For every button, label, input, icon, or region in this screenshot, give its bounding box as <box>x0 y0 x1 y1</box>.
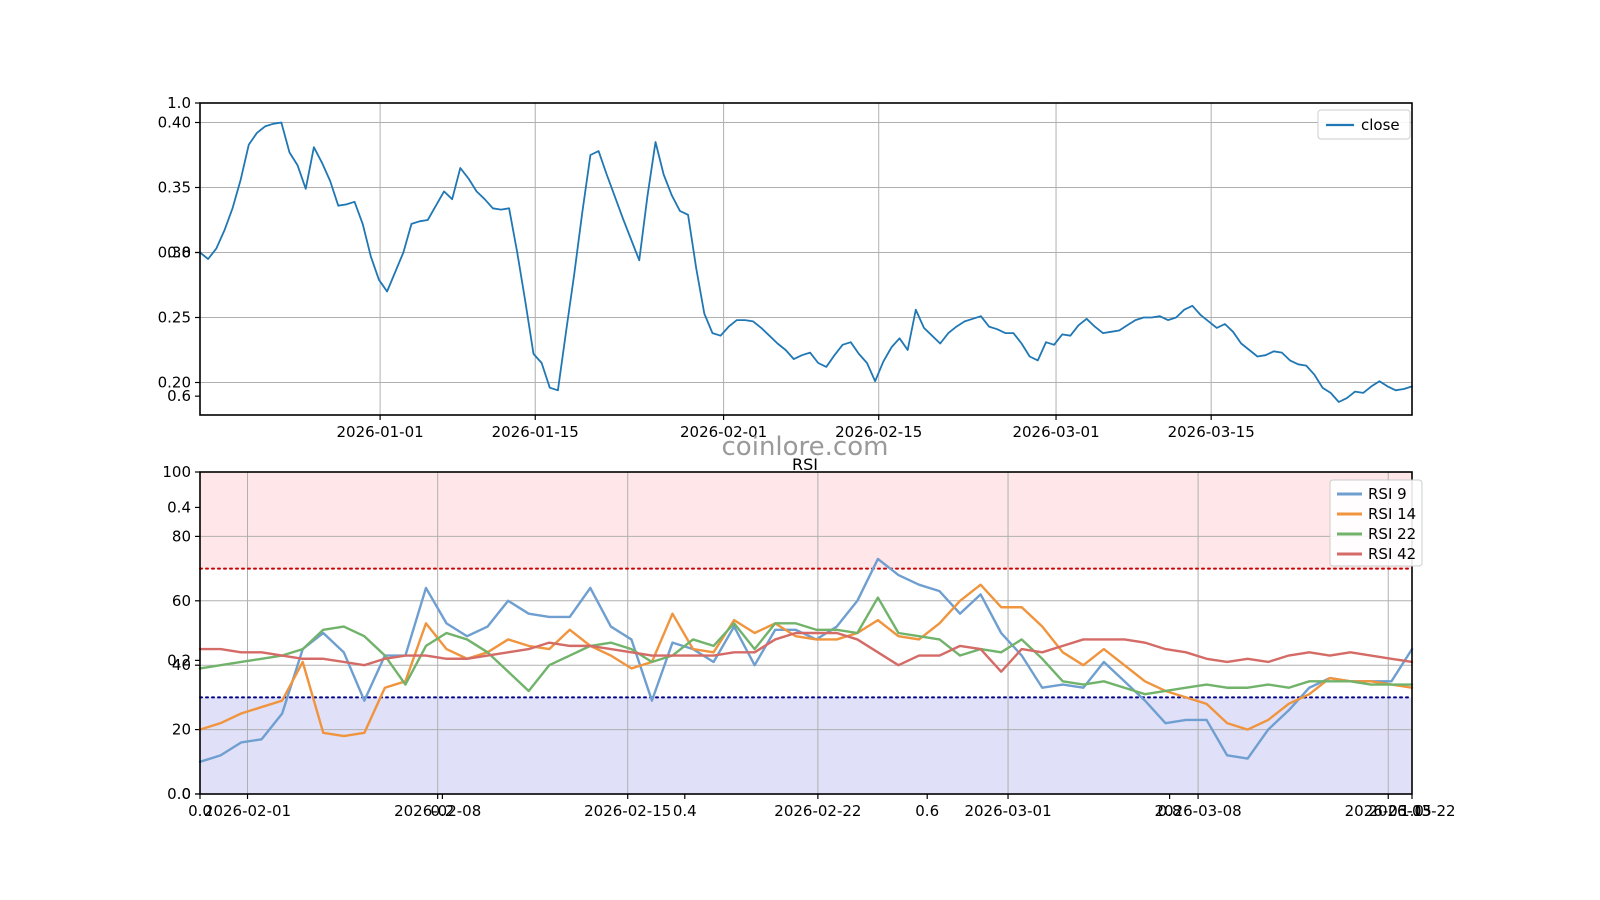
rsi-series-line <box>198 631 1414 673</box>
price-xtick-label: 2026-03-15 <box>1168 423 1255 441</box>
rsi-ytick-label: 20 <box>172 721 191 739</box>
price-axes-frame <box>199 102 1413 416</box>
rsi-legend-label: RSI 42 <box>1368 545 1416 563</box>
rsi-xtick-label: 2026-02-15 <box>584 802 671 820</box>
price-secondary-ytick-label: 1.0 <box>167 94 191 112</box>
rsi-ytick-label: 40 <box>172 656 191 674</box>
rsi-secondary-ytick-label: 0.2 <box>167 651 191 669</box>
rsi-legend-label: RSI 9 <box>1368 485 1407 503</box>
rsi-panel: 0 20 40 60 80 100 0.0 0.2 0.4 2026-02-01 2026-02-0… <box>162 463 1455 820</box>
rsi-legend-label: RSI 14 <box>1368 505 1416 523</box>
rsi-ytick-label: 100 <box>162 463 191 481</box>
watermark-text: coinlore.com <box>722 432 889 462</box>
price-xtick-label: 2026-01-15 <box>492 423 579 441</box>
rsi-secondary-xtick-label: 0.0 <box>188 802 212 820</box>
rsi-xtick-label: 2026-02-08 <box>394 802 481 820</box>
rsi-secondary-xtick-label: 0.4 <box>673 802 697 820</box>
rsi-axes-frame <box>199 471 1413 795</box>
rsi-secondary-ytick-label: 0.0 <box>167 785 191 803</box>
rsi-secondary-ytick-label: 0.4 <box>167 498 191 516</box>
rsi-xtick-label: 2026-03-15 <box>1345 802 1432 820</box>
rsi-legend[interactable]: RSI 9 RSI 14 RSI 22 RSI 42 <box>1329 479 1423 567</box>
rsi-ytick-label: 60 <box>172 592 191 610</box>
rsi-oversold-band <box>200 697 1412 794</box>
rsi-xtick-label: 2026-02-01 <box>204 802 291 820</box>
rsi-secondary-xtick-label: 0.2 <box>430 802 454 820</box>
price-panel: 0.20 0.25 0.30 0.35 0.40 0.6 0.8 1.0 2026-01-01 2… <box>158 94 1413 441</box>
rsi-xtick-label: 2026-03-22 <box>1368 802 1455 820</box>
rsi-series-line <box>198 583 1414 738</box>
price-secondary-ytick-label: 0.6 <box>167 387 191 405</box>
price-legend[interactable]: close <box>1317 109 1411 140</box>
rsi-secondary-xtick-label: 0.8 <box>1158 802 1182 820</box>
rsi-xtick-label: 2026-02-22 <box>774 802 861 820</box>
price-ytick-label: 0.40 <box>158 114 191 132</box>
price-xtick-label: 2026-01-01 <box>337 423 424 441</box>
rsi-legend-box <box>1329 479 1423 567</box>
price-legend-label: close <box>1361 116 1400 134</box>
rsi-xtick-label: 2026-03-01 <box>964 802 1051 820</box>
rsi-series-line <box>198 596 1414 696</box>
price-xtick-label: 2026-03-01 <box>1012 423 1099 441</box>
rsi-ytick-label: 0 <box>181 785 191 803</box>
rsi-xtick-label: 2026-03-08 <box>1154 802 1241 820</box>
rsi-secondary-xtick-label: 1.0 <box>1400 802 1424 820</box>
price-secondary-ytick-label: 0.8 <box>167 244 191 262</box>
price-xtick-label: 2026-02-15 <box>835 423 922 441</box>
price-close-line <box>199 121 1413 403</box>
rsi-panel-title: RSI <box>792 455 818 474</box>
price-ytick-label: 0.20 <box>158 374 191 392</box>
rsi-legend-label: RSI 22 <box>1368 525 1416 543</box>
price-ytick-label: 0.25 <box>158 309 191 327</box>
rsi-overbought-band <box>200 472 1412 569</box>
price-ytick-label: 0.35 <box>158 179 191 197</box>
rsi-secondary-xtick-label: 0.6 <box>915 802 939 820</box>
price-legend-box <box>1317 109 1411 140</box>
rsi-ytick-label: 80 <box>172 527 191 545</box>
price-xtick-label: 2026-02-01 <box>680 423 767 441</box>
price-ytick-label: 0.30 <box>158 244 191 262</box>
price-plot-background <box>200 103 1412 415</box>
